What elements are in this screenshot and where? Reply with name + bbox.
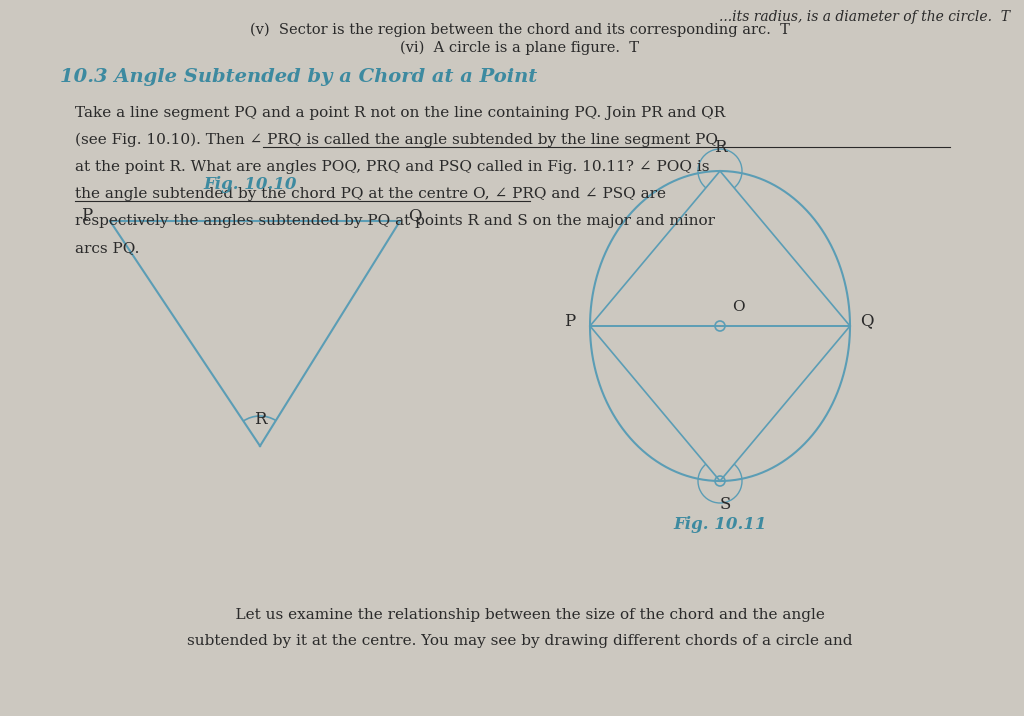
Text: (v)  Sector is the region between the chord and its corresponding arc.  T: (v) Sector is the region between the cho… xyxy=(250,23,790,37)
Text: Q: Q xyxy=(408,208,422,225)
Text: O: O xyxy=(732,300,744,314)
Text: R: R xyxy=(254,411,266,428)
Text: ...its radius, is a diameter of the circle.  T: ...its radius, is a diameter of the circ… xyxy=(719,10,1010,24)
Text: respectively the angles subtended by PQ at points R and S on the major and minor: respectively the angles subtended by PQ … xyxy=(75,214,715,228)
Text: (vi)  A circle is a plane figure.  T: (vi) A circle is a plane figure. T xyxy=(400,41,640,55)
Text: arcs PQ.: arcs PQ. xyxy=(75,241,139,255)
Text: 10.3 Angle Subtended by a Chord at a Point: 10.3 Angle Subtended by a Chord at a Poi… xyxy=(60,68,538,86)
Text: subtended by it at the centre. You may see by drawing different chords of a circ: subtended by it at the centre. You may s… xyxy=(187,634,853,648)
Text: the angle subtended by the chord PQ at the centre O, ∠ PRQ and ∠ PSQ are: the angle subtended by the chord PQ at t… xyxy=(75,187,666,201)
Text: at the point R. What are angles POQ, PRQ and PSQ called in Fig. 10.11? ∠ POQ is: at the point R. What are angles POQ, PRQ… xyxy=(75,160,710,174)
Text: P: P xyxy=(564,312,575,329)
Text: (see Fig. 10.10). Then ∠ PRQ is called the angle subtended by the line segment P: (see Fig. 10.10). Then ∠ PRQ is called t… xyxy=(75,133,718,147)
Text: Fig. 10.10: Fig. 10.10 xyxy=(203,176,297,193)
Text: Q: Q xyxy=(860,312,873,329)
Text: S: S xyxy=(719,496,731,513)
Text: Let us examine the relationship between the size of the chord and the angle: Let us examine the relationship between … xyxy=(216,608,824,622)
Text: P: P xyxy=(81,208,92,225)
Text: Fig. 10.11: Fig. 10.11 xyxy=(673,516,767,533)
Text: R: R xyxy=(714,139,726,156)
Text: Take a line segment PQ and a point R not on the line containing PQ. Join PR and : Take a line segment PQ and a point R not… xyxy=(75,106,725,120)
